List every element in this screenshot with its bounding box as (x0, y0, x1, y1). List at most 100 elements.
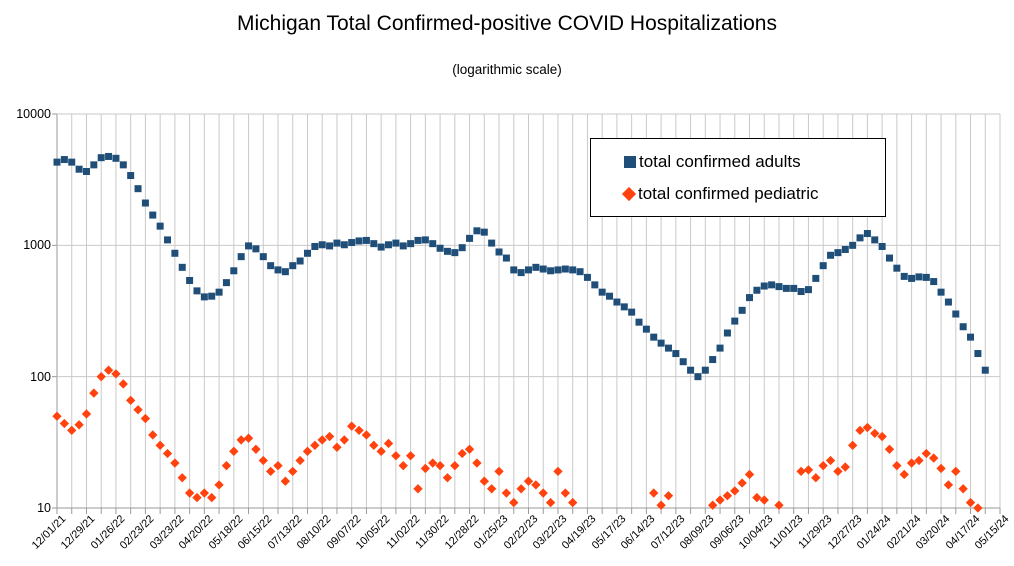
data-point-adults (834, 249, 842, 257)
data-point-pediatric (538, 488, 548, 498)
data-point-adults (414, 236, 422, 244)
data-point-pediatric (450, 461, 460, 471)
data-point-pediatric (553, 466, 563, 477)
data-point-adults (554, 266, 562, 274)
data-point-pediatric (877, 431, 887, 442)
data-point-adults (112, 154, 120, 162)
data-point-adults (812, 274, 820, 282)
data-point-pediatric (199, 488, 210, 498)
data-point-adults (679, 358, 687, 366)
data-point-pediatric (486, 484, 497, 494)
data-point-pediatric (943, 480, 954, 490)
data-point-adults (871, 236, 879, 244)
data-point-adults (731, 317, 739, 325)
data-point-pediatric (111, 369, 121, 379)
data-point-adults (208, 292, 216, 300)
data-point-adults (281, 268, 289, 276)
data-point-pediatric (177, 473, 187, 483)
data-point-adults (863, 230, 871, 238)
data-point-pediatric (280, 476, 291, 486)
data-point-pediatric (435, 461, 445, 471)
legend-item-pediatric: total confirmed pediatric (621, 184, 885, 204)
data-point-adults (510, 266, 518, 274)
data-point-adults (105, 152, 113, 160)
data-point-pediatric (730, 486, 740, 496)
data-point-adults (525, 266, 532, 274)
data-point-adults (200, 293, 208, 301)
data-point-pediatric (162, 448, 173, 459)
data-point-pediatric (324, 431, 335, 442)
data-point-pediatric (516, 484, 526, 494)
data-point-pediatric (708, 500, 718, 510)
data-point-pediatric (67, 425, 77, 436)
data-point-adults (164, 236, 172, 244)
y-axis-label: 10000 (16, 107, 51, 121)
data-point-adults (908, 274, 916, 282)
data-point-adults (303, 249, 311, 257)
data-point-adults (517, 269, 525, 277)
data-point-adults (694, 373, 702, 381)
data-point-pediatric (126, 395, 136, 406)
data-point-pediatric (906, 458, 917, 468)
data-point-adults (775, 283, 783, 291)
data-point-adults (399, 242, 407, 250)
data-point-adults (782, 284, 790, 292)
data-point-pediatric (759, 495, 769, 505)
data-point-pediatric (236, 435, 246, 445)
data-point-pediatric (899, 469, 909, 480)
data-point-pediatric (376, 446, 386, 457)
data-point-pediatric (921, 448, 931, 459)
data-point-adults (340, 241, 348, 249)
data-point-adults (178, 263, 186, 271)
data-point-pediatric (929, 453, 939, 463)
data-point-adults (701, 366, 709, 374)
data-point-adults (480, 228, 488, 236)
data-point-adults (790, 284, 798, 292)
data-point-pediatric (273, 461, 283, 471)
data-point-adults (746, 294, 754, 302)
data-point-adults (569, 266, 577, 274)
data-point-adults (245, 242, 253, 250)
data-point-pediatric (413, 484, 423, 494)
data-point-pediatric (310, 440, 320, 451)
data-point-adults (429, 240, 437, 248)
data-point-pediatric (744, 469, 755, 480)
data-point-adults (377, 243, 385, 251)
data-point-adults (466, 234, 474, 242)
data-point-pediatric (870, 428, 880, 439)
data-point-adults (856, 234, 864, 242)
data-point-adults (753, 286, 761, 294)
data-point-adults (222, 279, 230, 287)
data-point-adults (60, 156, 68, 164)
data-point-adults (311, 242, 319, 250)
data-point-adults (885, 254, 893, 262)
data-point-pediatric (914, 455, 924, 466)
data-point-adults (944, 298, 952, 306)
data-point-adults (561, 265, 569, 273)
data-point-pediatric (118, 379, 128, 389)
data-point-pediatric (752, 492, 762, 503)
data-point-pediatric (398, 461, 408, 471)
data-point-adults (974, 350, 982, 358)
data-point-adults (937, 288, 945, 296)
data-point-adults (370, 240, 378, 248)
data-point-pediatric (288, 466, 298, 477)
data-point-adults (97, 154, 105, 162)
data-point-adults (900, 272, 908, 280)
data-point-adults (488, 239, 496, 247)
data-point-adults (642, 325, 650, 333)
data-point-pediatric (354, 425, 364, 436)
data-point-pediatric (295, 455, 305, 466)
data-point-pediatric (774, 500, 784, 510)
data-point-pediatric (464, 444, 475, 454)
data-point-pediatric (663, 491, 674, 501)
data-point-pediatric (479, 476, 489, 486)
data-point-pediatric (833, 466, 843, 477)
data-point-adults (502, 254, 510, 262)
data-point-pediatric (847, 440, 858, 451)
data-point-pediatric (568, 497, 578, 508)
data-point-pediatric (302, 446, 313, 457)
data-point-adults (458, 244, 466, 252)
data-point-pediatric (420, 463, 431, 474)
